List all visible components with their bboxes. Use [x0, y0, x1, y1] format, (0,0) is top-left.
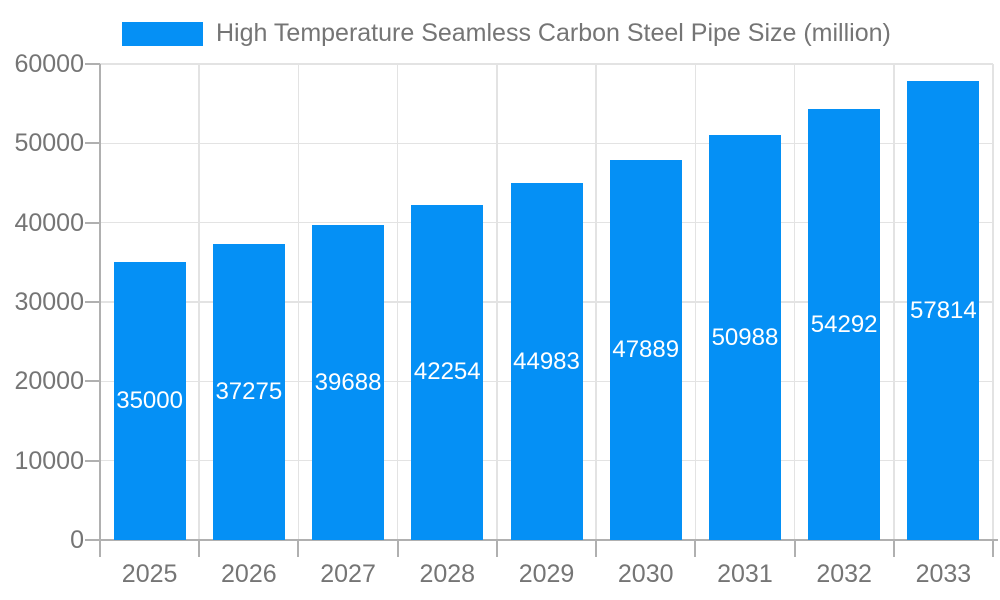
x-axis-tick	[595, 540, 598, 557]
y-axis-tick	[85, 221, 100, 224]
gridline-vertical	[496, 64, 498, 540]
y-axis-tick	[85, 539, 100, 541]
gridline-horizontal	[100, 63, 993, 65]
gridline-vertical	[694, 64, 697, 540]
y-axis-tick	[85, 301, 100, 303]
x-axis-tick-label: 2029	[518, 560, 575, 588]
y-axis-line	[99, 64, 101, 557]
y-axis-tick-label: 10000	[14, 446, 84, 475]
gridline-vertical	[297, 64, 300, 540]
bar[interactable]	[212, 244, 285, 540]
x-axis-tick	[297, 540, 300, 557]
gridline-vertical	[893, 64, 895, 540]
x-axis-tick	[694, 540, 697, 557]
y-axis-tick-label: 60000	[14, 50, 84, 78]
x-axis-tick-label: 2025	[121, 560, 178, 588]
gridline-vertical	[396, 64, 399, 540]
y-axis-tick-label: 30000	[14, 288, 84, 316]
y-axis-tick-label: 50000	[14, 129, 84, 158]
x-axis-tick-label: 2031	[717, 560, 773, 588]
x-axis-tick	[793, 540, 796, 557]
x-axis-tick-label: 2033	[915, 560, 972, 588]
x-axis-tick	[495, 540, 498, 557]
bar[interactable]	[510, 183, 583, 540]
x-axis-tick	[99, 540, 101, 557]
bar[interactable]	[907, 81, 980, 540]
chart-legend[interactable]: High Temperature Seamless Carbon Steel P…	[122, 20, 891, 47]
legend-label: High Temperature Seamless Carbon Steel P…	[216, 19, 891, 47]
x-axis-tick	[992, 540, 994, 557]
y-axis-tick-label: 20000	[14, 367, 84, 396]
legend-swatch	[122, 21, 203, 46]
bar[interactable]	[411, 204, 484, 540]
y-axis-tick-label: 0	[70, 526, 84, 554]
bar[interactable]	[312, 225, 385, 540]
x-axis-tick-label: 2030	[617, 560, 674, 588]
bar[interactable]	[808, 109, 881, 540]
x-axis-tick	[396, 540, 399, 557]
x-axis-tick-label: 2027	[320, 560, 376, 588]
y-axis-tick	[85, 459, 100, 462]
y-axis-tick-label: 40000	[14, 208, 84, 237]
gridline-vertical	[793, 64, 796, 540]
x-axis-tick	[892, 540, 895, 557]
gridline-vertical	[992, 64, 994, 540]
gridline-vertical	[198, 64, 200, 540]
bar[interactable]	[708, 135, 781, 540]
y-axis-tick	[85, 380, 100, 383]
gridline-vertical	[595, 64, 597, 540]
bar[interactable]	[113, 262, 186, 540]
y-axis-tick	[85, 142, 100, 145]
x-axis-tick-label: 2026	[221, 560, 277, 588]
x-axis-tick-label: 2032	[816, 560, 872, 588]
x-axis-tick	[198, 540, 201, 557]
y-axis-tick	[85, 63, 100, 65]
bar[interactable]	[609, 160, 682, 540]
x-axis-tick-label: 2028	[419, 560, 476, 588]
